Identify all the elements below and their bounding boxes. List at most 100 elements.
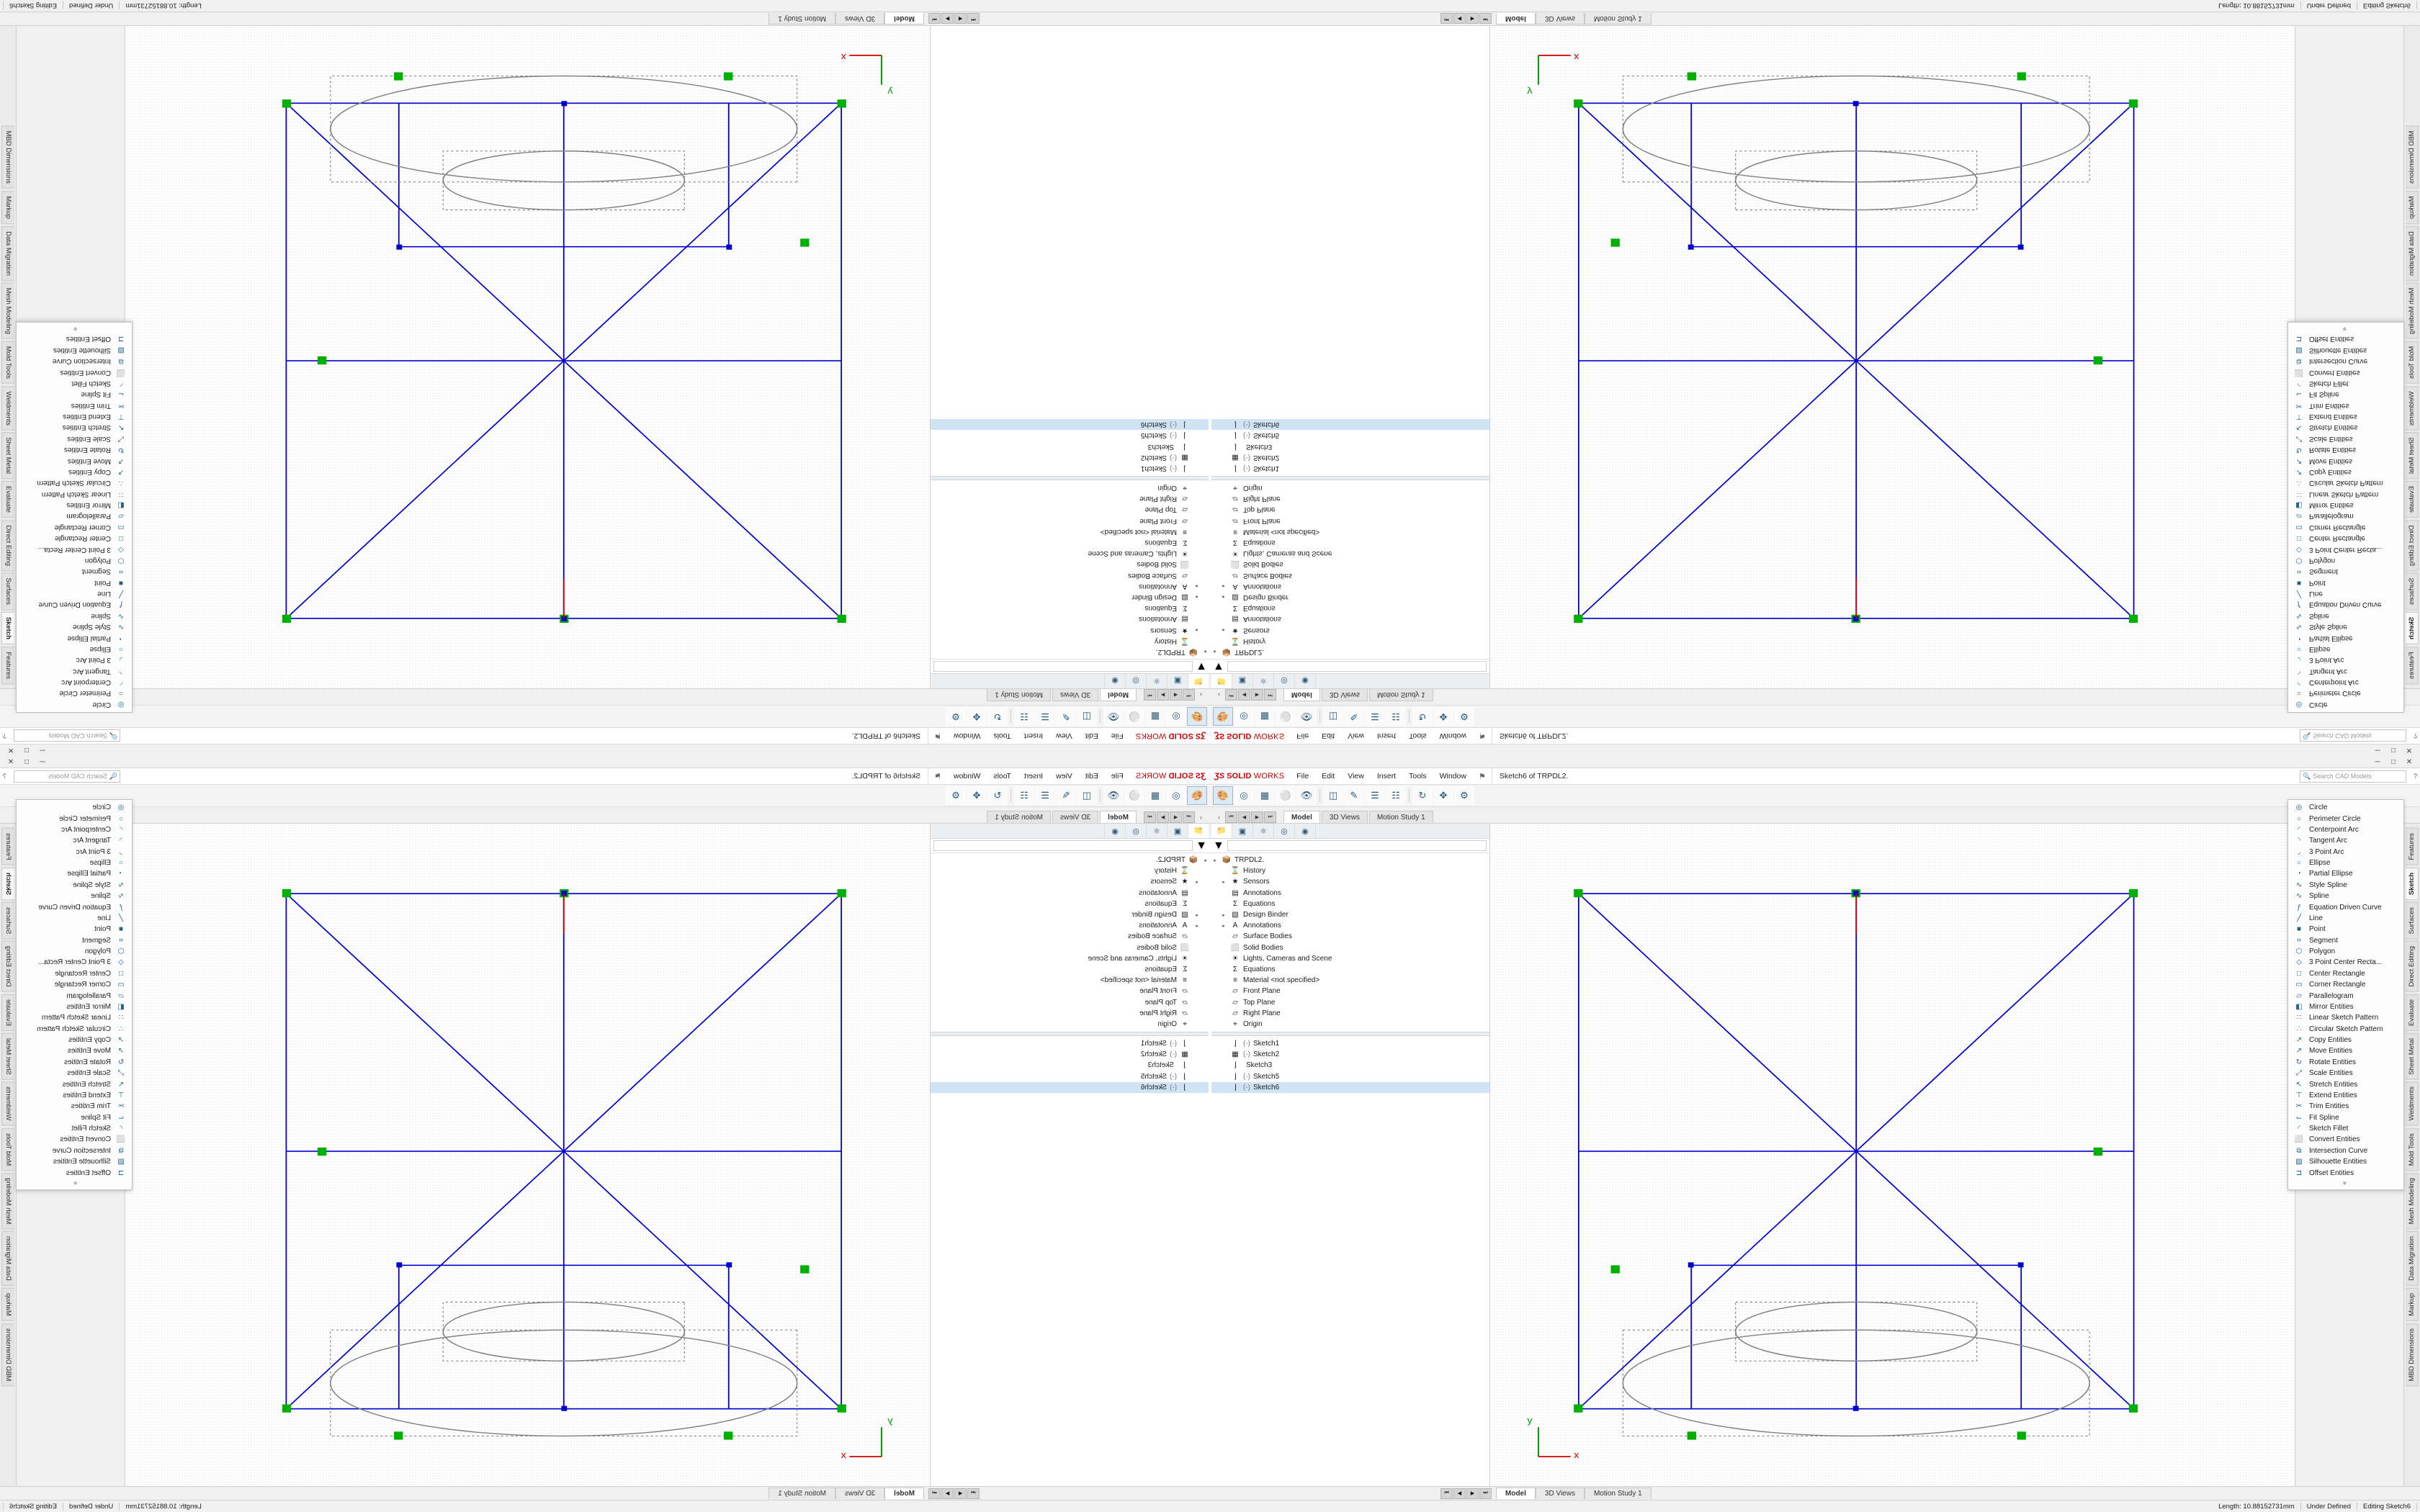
sketch-menu-item-stretch-entities[interactable]: ↖ Stretch Entities: [17, 1079, 132, 1089]
sketch-menu-item-line[interactable]: ╱ Line: [2288, 588, 2403, 599]
command-tab-sheet-metal[interactable]: Sheet Metal: [1, 1032, 14, 1080]
command-tab-mesh-modeling[interactable]: Mesh Modeling: [1, 1172, 14, 1230]
pushpin-icon[interactable]: ⚑: [934, 772, 942, 781]
sketch-menu-item-3-point-arc[interactable]: ◞ 3 Point Arc: [2288, 654, 2403, 665]
feature-filter-input[interactable]: [933, 661, 1193, 672]
appearances-icon[interactable]: 🎨: [1213, 786, 1233, 805]
expand-icon[interactable]: ▸: [1214, 649, 1216, 654]
feature-tree[interactable]: ▸ 📦 TRPDL2. ⌛ History ▸ ★ Sensors ▤ Annotation…: [931, 26, 1210, 659]
nav-prev-icon[interactable]: ◀: [1170, 689, 1182, 701]
chevron-double-down-icon[interactable]: »: [2341, 1181, 2349, 1185]
tab-model-top[interactable]: Model: [1100, 811, 1137, 823]
menu-item-view[interactable]: View: [1348, 772, 1364, 780]
sketch-menu-item-scale-entities[interactable]: ⤢ Scale Entities: [2288, 1068, 2403, 1079]
command-tab-mbd-dimensions[interactable]: MBD Dimensions: [2406, 125, 2419, 189]
sketch-menu-item-ellipse[interactable]: ○ Ellipse: [17, 644, 132, 654]
nav-next-icon[interactable]: ▶: [1466, 1488, 1479, 1499]
sketch-menu-item-extend-entities[interactable]: ⊤ Extend Entities: [2288, 1090, 2403, 1101]
apply-scene-icon[interactable]: ☰: [1365, 707, 1385, 726]
tree-item-5[interactable]: ▸ A Annotations: [1211, 920, 1489, 931]
tree-item-2[interactable]: ▤ Annotations: [931, 888, 1209, 899]
zoom-to-fit-icon[interactable]: ☷: [1014, 786, 1034, 805]
tree-sketch-sketch3[interactable]: ⌋ Sketch3: [931, 1060, 1209, 1071]
tree-item-11[interactable]: ▱ Front Plane: [1211, 986, 1489, 996]
expand-icon[interactable]: ▸: [1195, 923, 1198, 929]
property-manager-tab[interactable]: ▣: [1232, 824, 1253, 838]
menu-item-file[interactable]: File: [1296, 772, 1309, 780]
nav-prev-icon[interactable]: ◀: [1453, 1488, 1466, 1499]
command-tab-features[interactable]: Features: [2406, 828, 2419, 865]
section-view-icon[interactable]: ▦: [1255, 707, 1275, 726]
tab-model-bottom[interactable]: Model: [884, 13, 924, 24]
sketch-menu-item-center-rectangle[interactable]: □ Center Rectangle: [17, 533, 132, 544]
pan-icon[interactable]: ✥: [967, 786, 987, 805]
menu-item-window[interactable]: Window: [954, 772, 981, 780]
sketch-menu-item-linear-sketch-pattern[interactable]: ∷ Linear Sketch Pattern: [17, 489, 132, 500]
command-tab-direct-editing[interactable]: Direct Editing: [2406, 941, 2419, 992]
sketch-menu-item-linear-sketch-pattern[interactable]: ∷ Linear Sketch Pattern: [17, 1012, 132, 1023]
tab-motionstudy-bottom[interactable]: Motion Study 1: [768, 13, 836, 24]
nav-next-icon[interactable]: ▶: [941, 13, 954, 24]
sketch-menu-item-trim-entities[interactable]: ✂ Trim Entities: [2288, 1101, 2403, 1112]
view-settings-icon[interactable]: ⚙: [1454, 707, 1474, 726]
pushpin-icon[interactable]: ⚑: [934, 731, 942, 740]
tab-motionstudy-top[interactable]: Motion Study 1: [987, 811, 1052, 823]
sketch-menu-item-segment[interactable]: ⌗ Segment: [17, 566, 132, 577]
help-icon[interactable]: ?: [2413, 773, 2417, 780]
tab-3dviews-bottom[interactable]: 3D Views: [1535, 1488, 1585, 1499]
sketch-menu-item-mirror-entities[interactable]: ◧ Mirror Entities: [17, 1002, 132, 1012]
nav-first-icon[interactable]: ⏮: [1183, 689, 1195, 701]
pan-icon[interactable]: ✥: [1433, 786, 1453, 805]
tree-sketch-sketch3[interactable]: ⌋ Sketch3: [1211, 1060, 1489, 1071]
sketch-menu-item-circular-sketch-pattern[interactable]: ∴ Circular Sketch Pattern: [2288, 1024, 2403, 1035]
command-tab-mbd-dimensions[interactable]: MBD Dimensions: [2406, 1323, 2419, 1387]
dimxpert-tab[interactable]: ◎: [1125, 674, 1146, 688]
command-tab-features[interactable]: Features: [2406, 647, 2419, 684]
tree-sketch-sketch6[interactable]: ⌋ (-) Sketch6: [1211, 419, 1489, 431]
sketch-geometry[interactable]: x y: [125, 26, 930, 688]
sketch-menu-item-corner-rectangle[interactable]: ▭ Corner Rectangle: [2288, 522, 2403, 533]
tree-item-13[interactable]: ▱ Right Plane: [931, 1008, 1209, 1019]
sketch-menu-item-segment[interactable]: ⌗ Segment: [17, 935, 132, 946]
sketch-menu-item-style-spline[interactable]: ∿ Style Spline: [17, 880, 132, 891]
view-orientation-icon[interactable]: ◎: [1234, 786, 1254, 805]
feature-tree[interactable]: ▸ 📦 TRPDL2. ⌛ History ▸ ★ Sensors ▤ Annotation…: [931, 853, 1210, 1486]
sketch-menu-item-polygon[interactable]: ⬡ Polygon: [17, 555, 132, 566]
maximize-button[interactable]: □: [2390, 757, 2396, 766]
tab-model-bottom[interactable]: Model: [1496, 1488, 1536, 1499]
sketch-menu-item-3-point-center-recta[interactable]: ◇ 3 Point Center Recta...: [17, 957, 132, 968]
tree-sketch-sketch1[interactable]: ⌋ (-) Sketch1: [1211, 1038, 1489, 1049]
tree-sketch-sketch1[interactable]: ⌋ (-) Sketch1: [931, 463, 1209, 474]
sketch-menu-item-stretch-entities[interactable]: ↖ Stretch Entities: [2288, 422, 2403, 433]
command-tab-features[interactable]: Features: [1, 647, 14, 684]
menu-item-file[interactable]: File: [1111, 772, 1124, 780]
sketch-menu-item-linear-sketch-pattern[interactable]: ∷ Linear Sketch Pattern: [2288, 489, 2403, 500]
sketch-menu-item-fit-spline[interactable]: ⌙ Fit Spline: [2288, 389, 2403, 400]
tab-model-bottom[interactable]: Model: [884, 1488, 924, 1499]
command-tab-evaluate[interactable]: Evaluate: [2406, 481, 2419, 518]
tab-3dviews-bottom[interactable]: 3D Views: [835, 1488, 885, 1499]
nav-first-icon[interactable]: ⏮: [967, 1488, 980, 1499]
command-tab-sheet-metal[interactable]: Sheet Metal: [2406, 1032, 2419, 1080]
tree-item-13[interactable]: ▱ Right Plane: [1211, 1008, 1489, 1019]
tree-item-10[interactable]: ≡ Material <not specified>: [931, 975, 1209, 986]
command-tab-direct-editing[interactable]: Direct Editing: [1, 941, 14, 992]
tree-item-6[interactable]: ▱ Surface Bodies: [931, 570, 1209, 581]
sketch-menu-item-circular-sketch-pattern[interactable]: ∴ Circular Sketch Pattern: [17, 1024, 132, 1035]
tree-item-4[interactable]: ▸ ▧ Design Binder: [931, 909, 1209, 920]
menu-item-insert[interactable]: Insert: [1023, 772, 1044, 780]
hide-show-icon[interactable]: 👁: [1296, 707, 1317, 726]
nav-next-icon[interactable]: ▶: [1157, 689, 1169, 701]
nav-next-icon[interactable]: ▶: [1251, 811, 1263, 823]
expand-icon[interactable]: ▸: [1204, 649, 1206, 654]
nav-first-icon[interactable]: ⏮: [1183, 811, 1195, 823]
tree-splitter[interactable]: [1211, 1032, 1489, 1036]
hide-show-icon[interactable]: 👁: [1103, 707, 1124, 726]
command-tab-data-migration[interactable]: Data Migration: [1, 225, 14, 281]
tree-item-9[interactable]: Σ Equations: [1211, 537, 1489, 548]
tree-item-2[interactable]: ▤ Annotations: [1211, 888, 1489, 899]
command-tab-mold-tools[interactable]: Mold Tools: [2406, 341, 2419, 384]
sketch-menu-item-3-point-center-recta[interactable]: ◇ 3 Point Center Recta...: [2288, 544, 2403, 554]
edit-appearance-icon[interactable]: ✎: [1344, 786, 1364, 805]
tree-item-8[interactable]: ☀ Lights, Cameras and Scene: [1211, 953, 1489, 964]
